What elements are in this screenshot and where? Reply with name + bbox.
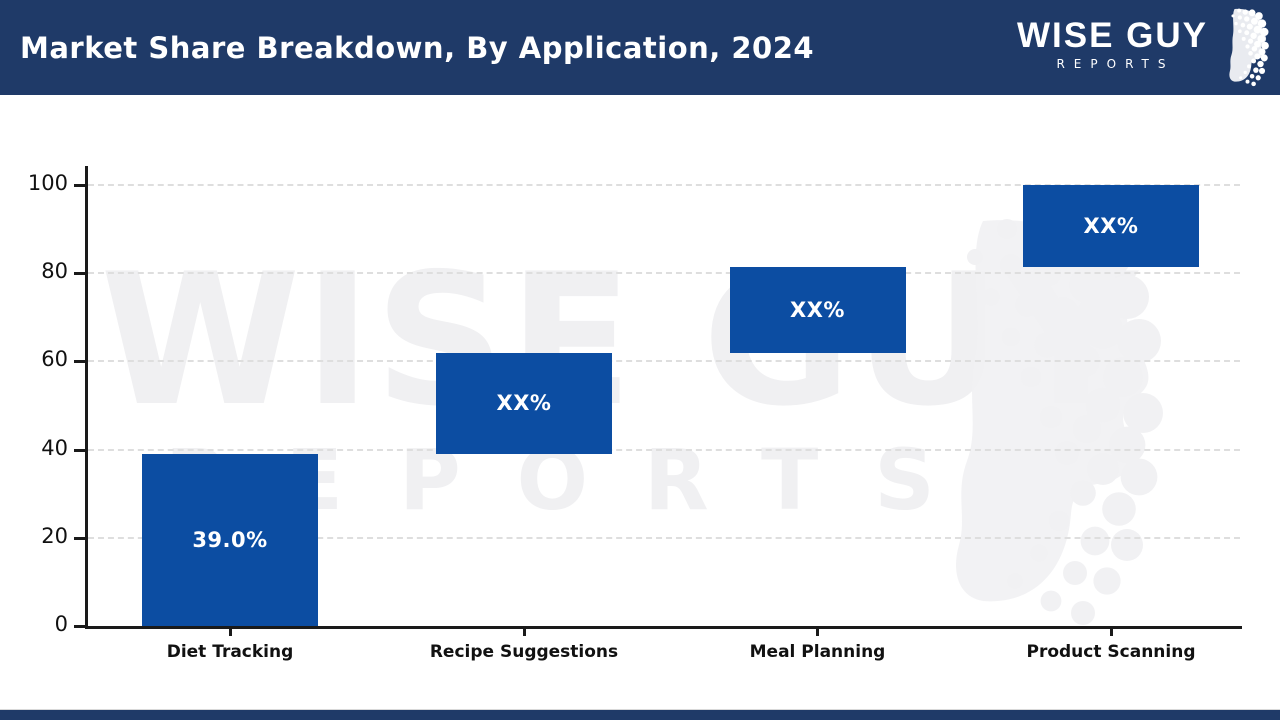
y-tick-label: 20 xyxy=(41,523,68,548)
y-axis-line xyxy=(85,166,88,629)
bar-value-label: XX% xyxy=(1083,213,1139,238)
y-tick-mark xyxy=(74,184,85,187)
gridline-20 xyxy=(88,536,1240,539)
y-tick-label: 40 xyxy=(41,435,68,460)
y-tick-label: 100 xyxy=(27,171,68,195)
y-tick-label: 0 xyxy=(54,612,68,636)
bar-value-label: 39.0% xyxy=(192,527,268,552)
x-tick-mark xyxy=(522,626,526,636)
logo-wordmark-line1: WISE GUY xyxy=(1016,16,1208,55)
y-tick-label: 80 xyxy=(41,259,68,284)
bar-segment: XX% xyxy=(729,266,906,353)
gridline-60 xyxy=(88,360,1240,363)
y-tick-mark xyxy=(74,360,85,364)
x-tick-mark xyxy=(816,626,819,636)
x-tick-mark xyxy=(228,626,232,636)
watermark-wordmark: WISE GUY xyxy=(100,234,1141,446)
y-tick-mark xyxy=(74,625,85,628)
logo-wordmark: WISE GUY REPORTS xyxy=(1016,16,1208,72)
header-bar: Market Share Breakdown, By Application, … xyxy=(0,0,1280,95)
gridline-40 xyxy=(88,448,1240,451)
bar-segment: XX% xyxy=(1023,185,1199,267)
x-category-label: Diet Tracking xyxy=(166,642,294,662)
y-tick-label: 60 xyxy=(41,347,68,372)
wise-guy-logo: WISE GUY REPORTS xyxy=(1014,4,1274,92)
logo-face-icon xyxy=(1229,8,1269,87)
y-tick-mark xyxy=(74,536,85,540)
x-category-label: Meal Planning xyxy=(749,642,886,662)
bar-segment: 39.0% xyxy=(142,454,318,626)
y-tick-mark xyxy=(74,448,85,452)
bar-value-label: XX% xyxy=(496,391,552,416)
x-category-label: Recipe Suggestions xyxy=(429,642,619,662)
x-category-label: Product Scanning xyxy=(1026,642,1196,662)
bar-value-label: XX% xyxy=(790,297,845,322)
x-tick-mark xyxy=(1109,626,1113,636)
plot-area: 0 20 40 60 80 100 39.0% Diet Tracking XX% Recipe … xyxy=(28,160,1242,662)
logo-wordmark-line2: REPORTS xyxy=(1056,57,1175,71)
gridline-100 xyxy=(88,184,1240,186)
footer-bar xyxy=(0,709,1280,720)
page-title: Market Share Breakdown, By Application, … xyxy=(20,30,815,65)
chart-canvas: WISE GUY REPORTS 0 20 40 60 80 100 39.0% Diet T… xyxy=(0,95,1280,710)
gridline-80 xyxy=(88,272,1240,275)
x-axis-line xyxy=(85,626,1242,629)
bar-segment: XX% xyxy=(436,352,612,454)
y-tick-mark xyxy=(74,272,85,276)
